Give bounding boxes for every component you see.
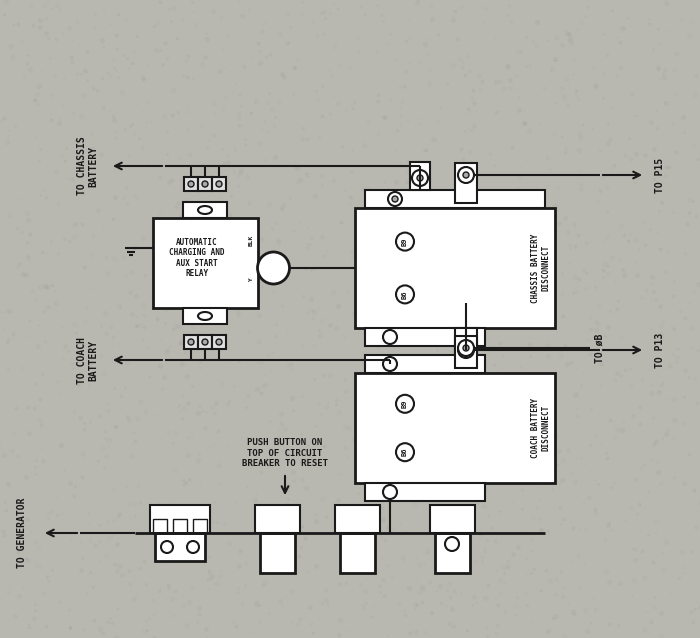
Circle shape — [396, 233, 414, 251]
Bar — [198, 177, 212, 191]
Bar — [198, 335, 212, 349]
Circle shape — [188, 181, 194, 187]
Circle shape — [458, 340, 474, 356]
Bar — [173, 519, 187, 533]
Text: CHASSIS BATTERY
DISCONNECT: CHASSIS BATTERY DISCONNECT — [531, 234, 551, 302]
Bar — [410, 162, 430, 190]
Circle shape — [388, 192, 402, 206]
Bar — [455, 328, 477, 366]
Circle shape — [412, 170, 428, 186]
Text: AUTOMATIC
CHARGING AND
AUX START
RELAY: AUTOMATIC CHARGING AND AUX START RELAY — [169, 238, 225, 278]
Text: Y: Y — [249, 279, 254, 283]
Text: TO GENERATOR: TO GENERATOR — [17, 498, 27, 568]
Circle shape — [396, 285, 414, 304]
Bar — [155, 533, 205, 561]
Bar — [365, 483, 485, 501]
Bar — [455, 336, 477, 368]
Circle shape — [187, 541, 199, 553]
Bar — [255, 505, 300, 533]
Bar — [153, 218, 258, 308]
Text: TO P15: TO P15 — [655, 158, 665, 193]
Bar — [212, 177, 226, 191]
Circle shape — [458, 167, 474, 183]
Bar — [183, 202, 227, 218]
Circle shape — [202, 339, 208, 345]
Text: BLK: BLK — [249, 235, 254, 246]
Circle shape — [445, 537, 459, 551]
Circle shape — [396, 443, 414, 461]
Text: TO CHASSIS
BATTERY: TO CHASSIS BATTERY — [77, 137, 99, 195]
Circle shape — [383, 485, 397, 499]
Circle shape — [458, 342, 474, 358]
Bar — [184, 335, 198, 349]
Bar — [365, 190, 545, 208]
Ellipse shape — [198, 206, 212, 214]
Circle shape — [463, 345, 469, 351]
Bar — [335, 505, 380, 533]
Bar — [150, 505, 210, 533]
Circle shape — [396, 395, 414, 413]
Circle shape — [216, 339, 222, 345]
Bar — [184, 177, 198, 191]
Circle shape — [161, 541, 173, 553]
Bar — [455, 163, 477, 203]
Bar — [153, 519, 167, 533]
Text: TO øB: TO øB — [595, 333, 605, 362]
Text: B6: B6 — [402, 448, 408, 456]
Bar — [355, 373, 555, 483]
Circle shape — [383, 330, 397, 344]
Circle shape — [258, 252, 290, 284]
Circle shape — [463, 172, 469, 178]
Bar — [183, 308, 227, 324]
Circle shape — [383, 357, 397, 371]
Circle shape — [188, 339, 194, 345]
Bar — [212, 335, 226, 349]
Ellipse shape — [198, 312, 212, 320]
Bar — [365, 355, 485, 373]
Text: TO COACH
BATTERY: TO COACH BATTERY — [77, 336, 99, 383]
Bar — [430, 505, 475, 533]
Bar — [340, 533, 375, 573]
Bar — [260, 533, 295, 573]
Bar — [193, 519, 207, 533]
Text: B9: B9 — [402, 399, 408, 408]
Text: COACH BATTERY
DISCONNECT: COACH BATTERY DISCONNECT — [531, 398, 551, 458]
Text: B6: B6 — [402, 290, 408, 299]
Text: PUSH BUTTON ON
TOP OF CIRCUIT
BREAKER TO RESET: PUSH BUTTON ON TOP OF CIRCUIT BREAKER TO… — [242, 438, 328, 468]
Circle shape — [417, 175, 423, 181]
Text: B9: B9 — [402, 237, 408, 246]
Circle shape — [392, 196, 398, 202]
Circle shape — [202, 181, 208, 187]
Bar — [435, 533, 470, 573]
Bar — [365, 328, 485, 346]
Circle shape — [216, 181, 222, 187]
Bar — [355, 208, 555, 328]
Circle shape — [463, 347, 469, 353]
Text: TO P13: TO P13 — [655, 332, 665, 367]
